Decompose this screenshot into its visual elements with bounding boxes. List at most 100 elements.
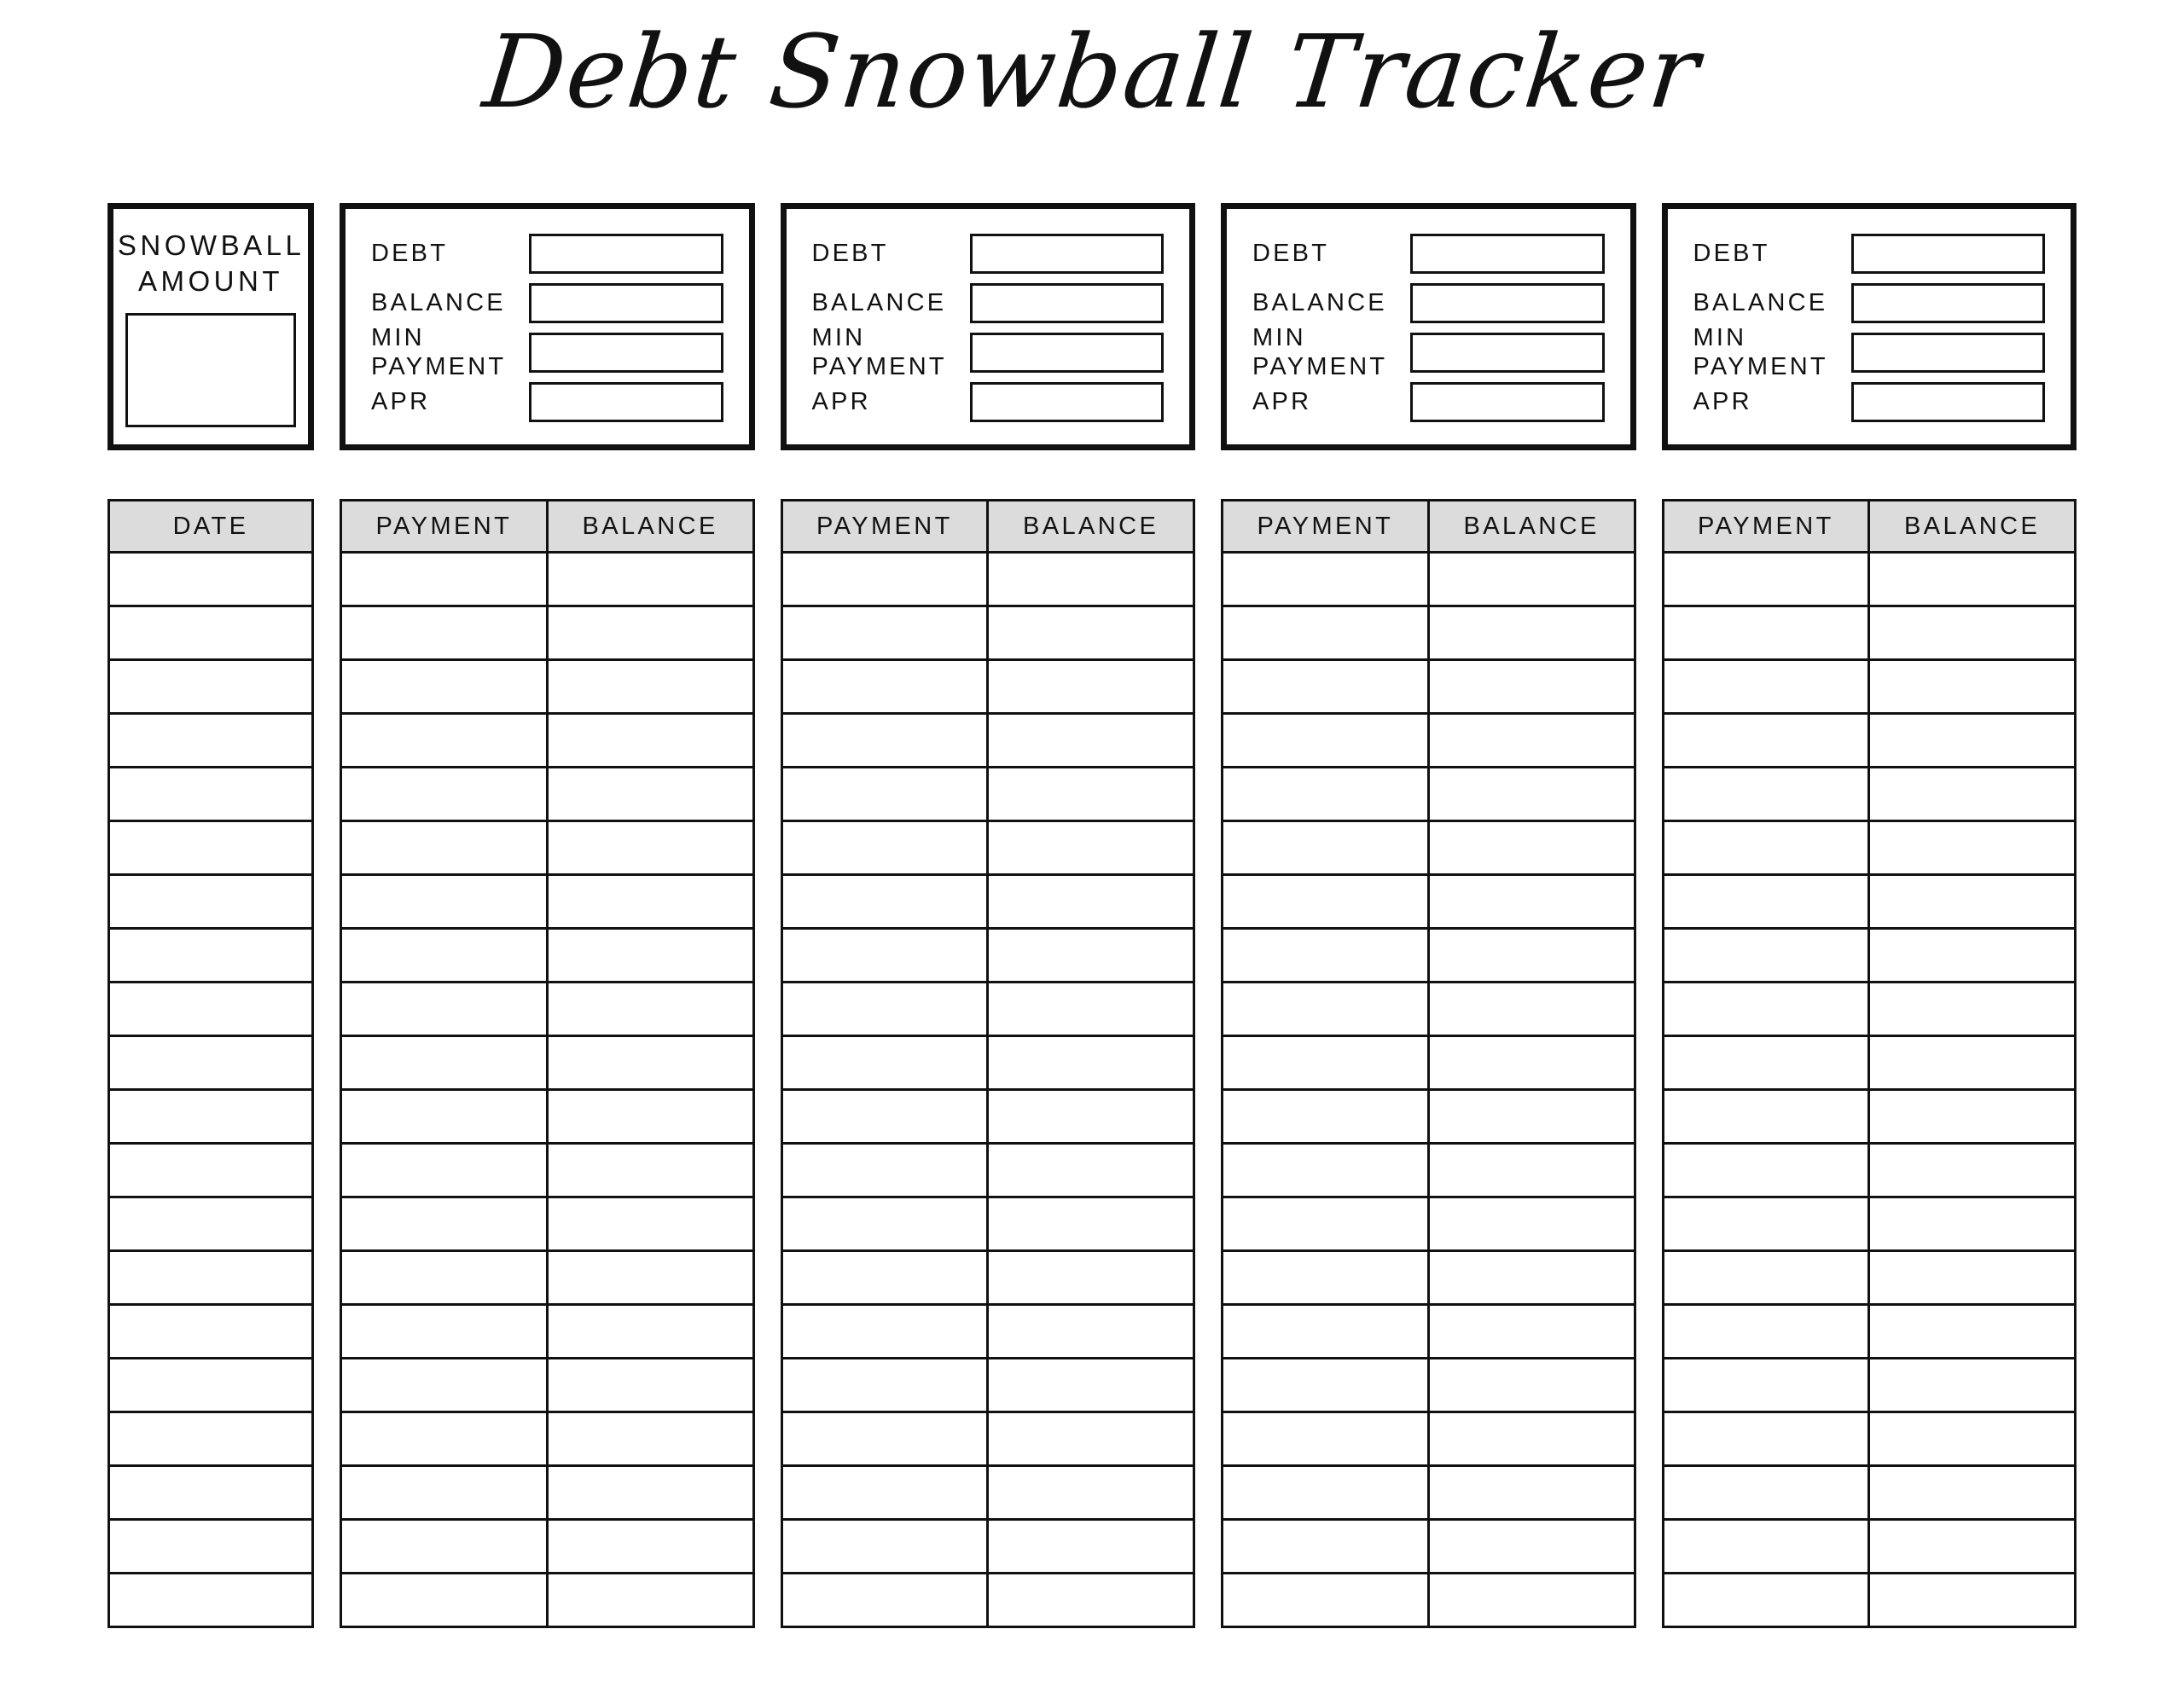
debt-table-4-cell[interactable]	[1867, 1249, 2077, 1306]
debt-table-4-cell[interactable]	[1867, 551, 2077, 607]
debt-field-debt-input[interactable]	[969, 233, 1164, 274]
debt-table-4-cell[interactable]	[1661, 1142, 1871, 1198]
debt-table-1-cell[interactable]	[340, 766, 549, 822]
debt-table-2-cell[interactable]	[986, 1411, 1195, 1467]
debt-table-3-cell[interactable]	[1221, 551, 1430, 607]
date-table-cell[interactable]	[107, 551, 314, 607]
debt-table-4-cell[interactable]	[1867, 981, 2077, 1037]
debt-table-3-cell[interactable]	[1221, 1357, 1430, 1413]
date-table-cell[interactable]	[107, 1411, 314, 1467]
debt-table-1-cell[interactable]	[340, 1303, 549, 1359]
debt-table-1-cell[interactable]	[340, 927, 549, 983]
debt-table-3-cell[interactable]	[1221, 1303, 1430, 1359]
date-table-cell[interactable]	[107, 605, 314, 661]
debt-table-2-cell[interactable]	[780, 927, 990, 983]
debt-field-min-payment-input[interactable]	[1410, 332, 1605, 373]
debt-table-4-cell[interactable]	[1867, 1357, 2077, 1413]
debt-field-apr-input[interactable]	[969, 381, 1164, 422]
debt-table-1-cell[interactable]	[545, 1088, 755, 1145]
date-table-cell[interactable]	[107, 1464, 314, 1521]
debt-table-2-cell[interactable]	[780, 1572, 990, 1628]
debt-table-4-cell[interactable]	[1661, 1518, 1871, 1574]
debt-table-2-cell[interactable]	[780, 1411, 990, 1467]
debt-table-4-cell[interactable]	[1661, 1196, 1871, 1252]
debt-field-min-payment-input[interactable]	[969, 332, 1164, 373]
debt-table-3-cell[interactable]	[1221, 873, 1430, 930]
debt-table-2-cell[interactable]	[780, 605, 990, 661]
debt-table-2-cell[interactable]	[986, 981, 1195, 1037]
debt-table-1-cell[interactable]	[340, 658, 549, 715]
debt-table-3-cell[interactable]	[1221, 1249, 1430, 1306]
debt-table-3-cell[interactable]	[1426, 1464, 1636, 1521]
debt-table-3-cell[interactable]	[1221, 1142, 1430, 1198]
debt-table-3-cell[interactable]	[1426, 766, 1636, 822]
debt-table-2-cell[interactable]	[780, 873, 990, 930]
debt-table-3-cell[interactable]	[1221, 1196, 1430, 1252]
debt-table-2-cell[interactable]	[986, 658, 1195, 715]
debt-table-2-cell[interactable]	[780, 1196, 990, 1252]
debt-table-3-cell[interactable]	[1221, 712, 1430, 768]
date-table-cell[interactable]	[107, 766, 314, 822]
debt-table-3-cell[interactable]	[1221, 605, 1430, 661]
date-table-cell[interactable]	[107, 1088, 314, 1145]
debt-table-1-cell[interactable]	[545, 551, 755, 607]
debt-table-1-cell[interactable]	[340, 1249, 549, 1306]
date-table-cell[interactable]	[107, 1572, 314, 1628]
debt-table-3-cell[interactable]	[1221, 766, 1430, 822]
debt-table-2-cell[interactable]	[986, 820, 1195, 876]
debt-table-1-cell[interactable]	[545, 766, 755, 822]
debt-table-4-cell[interactable]	[1661, 766, 1871, 822]
debt-table-4-cell[interactable]	[1661, 1572, 1871, 1628]
debt-table-1-cell[interactable]	[545, 1572, 755, 1628]
date-table-cell[interactable]	[107, 873, 314, 930]
debt-table-4-cell[interactable]	[1661, 1088, 1871, 1145]
date-table-cell[interactable]	[107, 1196, 314, 1252]
debt-table-2-cell[interactable]	[986, 1142, 1195, 1198]
date-table-cell[interactable]	[107, 658, 314, 715]
debt-field-apr-input[interactable]	[1850, 381, 2045, 422]
debt-table-3-cell[interactable]	[1426, 1572, 1636, 1628]
debt-table-4-cell[interactable]	[1867, 873, 2077, 930]
debt-table-1-cell[interactable]	[545, 1303, 755, 1359]
debt-table-3-cell[interactable]	[1426, 1249, 1636, 1306]
debt-table-1-cell[interactable]	[340, 1357, 549, 1413]
debt-table-4-cell[interactable]	[1867, 1303, 2077, 1359]
debt-table-4-cell[interactable]	[1661, 1357, 1871, 1413]
debt-table-2-cell[interactable]	[780, 1249, 990, 1306]
date-table-cell[interactable]	[107, 927, 314, 983]
debt-field-debt-input[interactable]	[529, 233, 723, 274]
debt-table-4-cell[interactable]	[1661, 1464, 1871, 1521]
debt-table-4-cell[interactable]	[1867, 1518, 2077, 1574]
debt-table-4-cell[interactable]	[1867, 1196, 2077, 1252]
debt-table-4-cell[interactable]	[1867, 1088, 2077, 1145]
debt-table-2-cell[interactable]	[986, 927, 1195, 983]
debt-table-3-cell[interactable]	[1221, 927, 1430, 983]
debt-table-4-cell[interactable]	[1661, 927, 1871, 983]
debt-table-2-cell[interactable]	[986, 1196, 1195, 1252]
debt-field-balance-input[interactable]	[969, 282, 1164, 323]
debt-table-2-cell[interactable]	[780, 820, 990, 876]
debt-table-4-cell[interactable]	[1867, 712, 2077, 768]
debt-table-3-cell[interactable]	[1426, 712, 1636, 768]
debt-table-1-cell[interactable]	[545, 1035, 755, 1091]
debt-table-3-cell[interactable]	[1426, 551, 1636, 607]
debt-table-2-cell[interactable]	[986, 1357, 1195, 1413]
debt-table-1-cell[interactable]	[340, 1518, 549, 1574]
debt-table-3-cell[interactable]	[1221, 1411, 1430, 1467]
debt-table-2-cell[interactable]	[780, 1357, 990, 1413]
debt-table-2-cell[interactable]	[780, 551, 990, 607]
debt-field-apr-input[interactable]	[1410, 381, 1605, 422]
debt-table-1-cell[interactable]	[545, 820, 755, 876]
debt-table-3-cell[interactable]	[1426, 658, 1636, 715]
debt-table-3-cell[interactable]	[1426, 605, 1636, 661]
debt-table-3-cell[interactable]	[1426, 873, 1636, 930]
debt-table-1-cell[interactable]	[545, 1411, 755, 1467]
debt-field-balance-input[interactable]	[1850, 282, 2045, 323]
debt-field-min-payment-input[interactable]	[1850, 332, 2045, 373]
debt-table-1-cell[interactable]	[545, 873, 755, 930]
debt-table-2-cell[interactable]	[780, 981, 990, 1037]
date-table-cell[interactable]	[107, 820, 314, 876]
debt-table-2-cell[interactable]	[780, 766, 990, 822]
debt-table-2-cell[interactable]	[986, 873, 1195, 930]
debt-table-4-cell[interactable]	[1867, 605, 2077, 661]
